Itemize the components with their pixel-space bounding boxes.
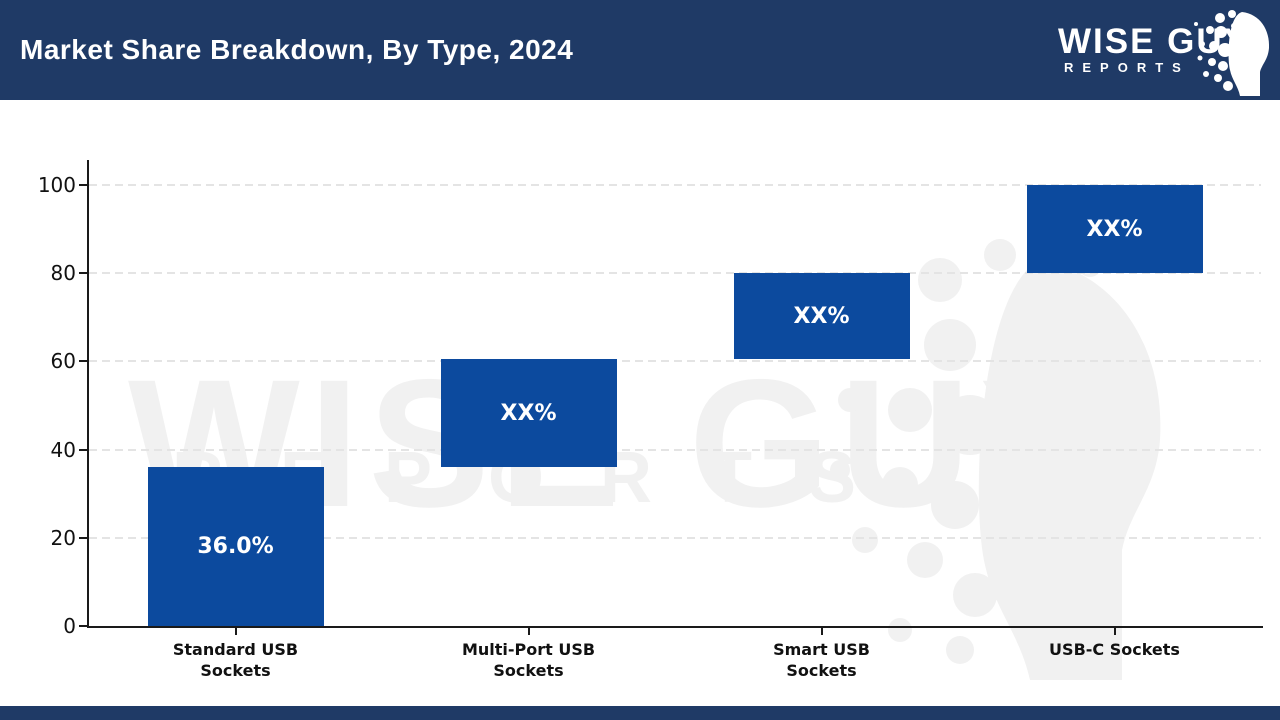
y-tick-label: 0	[63, 614, 76, 638]
logo-subtext: REPORTS	[1064, 60, 1190, 75]
bar-3: XX%	[733, 273, 910, 360]
x-axis-line	[87, 626, 1263, 628]
x-tick-mark	[527, 628, 530, 635]
y-axis-line	[87, 160, 89, 628]
y-tick-mark	[79, 536, 88, 539]
x-tick-mark	[820, 628, 823, 635]
y-tick-label: 100	[37, 173, 76, 197]
bar-value-label: 36.0%	[197, 534, 274, 560]
y-tick-mark	[79, 272, 88, 275]
y-tick-mark	[79, 184, 88, 186]
brand-logo: WISE GUY REPORTS	[1020, 0, 1270, 100]
bar-value-label: XX%	[793, 303, 850, 329]
gridline	[89, 536, 1261, 539]
gridline	[89, 184, 1261, 186]
y-tick-label: 80	[50, 261, 76, 286]
x-category-label: USB-C Sockets	[1049, 640, 1180, 659]
watermark-head-icon	[830, 230, 1161, 680]
chart-area: WISE GUY REPORTS 36.0% XX% XX% XX% 0 20 40 60 8…	[0, 100, 1280, 706]
header-bar: Market Share Breakdown, By Type, 2024 WI…	[0, 0, 1280, 100]
page-title: Market Share Breakdown, By Type, 2024	[20, 34, 574, 65]
footer-bar	[0, 706, 1280, 720]
head-profile-icon	[1194, 10, 1270, 96]
y-tick-label: 40	[50, 437, 76, 462]
bar-1: 36.0%	[147, 467, 324, 626]
bar-value-label: XX%	[500, 400, 557, 426]
y-tick-label: 20	[50, 525, 76, 550]
gridline	[89, 272, 1261, 275]
bar-value-label: XX%	[1086, 216, 1143, 242]
gridline	[89, 360, 1261, 363]
y-tick-label: 60	[50, 349, 76, 374]
x-category-label: Smart USB Sockets	[773, 640, 870, 680]
x-category-label: Standard USB Sockets	[172, 640, 299, 680]
x-tick-mark	[234, 628, 237, 635]
y-tick-mark	[79, 360, 88, 363]
bar-4: XX%	[1026, 185, 1203, 274]
bar-2: XX%	[440, 359, 617, 468]
plot-area: 36.0% XX% XX% XX%	[89, 160, 1261, 626]
y-tick-mark	[79, 448, 88, 451]
x-tick-mark	[1113, 628, 1116, 635]
gridline	[89, 448, 1261, 451]
y-tick-mark	[79, 625, 88, 627]
x-category-label: Multi-Port USB Sockets	[461, 640, 596, 680]
